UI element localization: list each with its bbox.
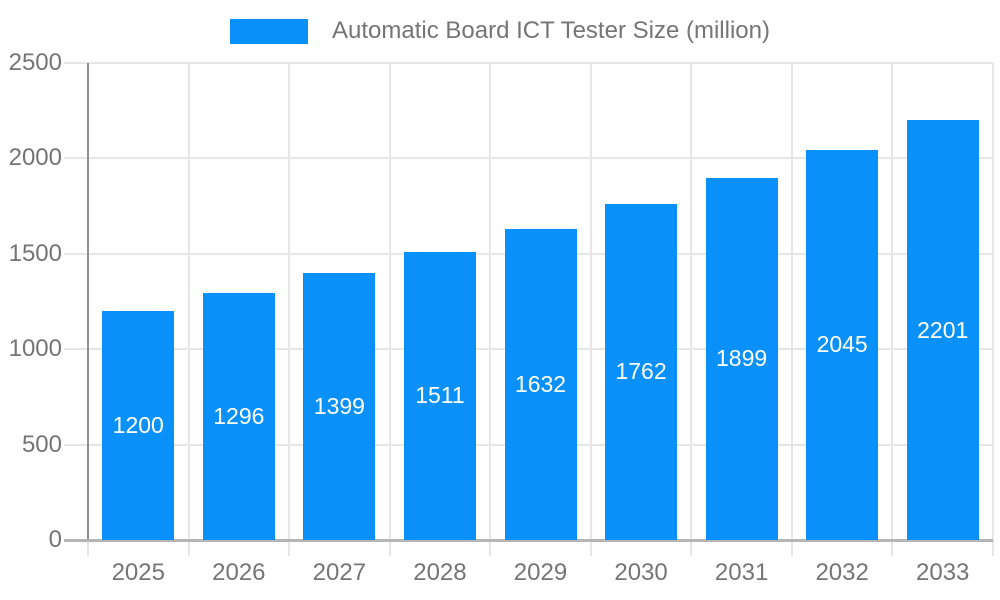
y-tick-label: 2500 [8,49,62,76]
bar-2025[interactable]: 1200 [102,311,175,540]
bar-value-label: 2201 [917,316,969,343]
gridline-v [790,63,793,556]
x-tick-label: 2025 [111,559,165,586]
gridline-h [64,62,993,64]
bar-2028[interactable]: 1511 [403,251,476,540]
gridline-v [992,63,994,556]
y-tick-label: 500 [21,430,62,458]
y-axis-line [87,63,89,540]
gridline-v [187,63,190,556]
bar-2027[interactable]: 1399 [303,273,376,540]
gridline-v [388,63,391,556]
x-tick-label: 2031 [714,559,769,586]
legend-label: Automatic Board ICT Tester Size (million… [332,17,770,44]
bar-value-label: 1762 [615,358,667,385]
gridline-v [489,63,492,556]
bar-value-label: 1296 [213,402,265,429]
x-tick-label: 2032 [815,559,869,586]
bar-2026[interactable]: 1296 [202,292,275,540]
gridline-h [64,157,993,160]
x-tick-label: 2026 [212,559,266,586]
y-tick-label: 2000 [8,144,62,172]
bar-value-label: 1632 [514,370,567,397]
x-tick-label: 2029 [513,559,568,586]
bar-2032[interactable]: 2045 [806,149,879,540]
gridline-v [288,63,291,556]
bar-2029[interactable]: 1632 [504,228,577,540]
bar-2031[interactable]: 1899 [705,177,778,540]
gridline-v [589,63,592,556]
y-tick-label: 1500 [8,239,62,267]
x-tick-label: 2028 [413,559,467,586]
x-tick-label: 2027 [312,559,367,586]
legend[interactable]: Automatic Board ICT Tester Size (million… [0,16,1000,46]
y-tick-label: 1000 [8,335,62,363]
bar-value-label: 1899 [716,345,768,372]
bar-value-label: 1511 [415,382,465,409]
x-tick-label: 2030 [614,559,668,586]
bar-2033[interactable]: 2201 [906,120,979,540]
gridline-v [690,63,693,556]
x-axis-line [64,539,993,542]
bar-value-label: 1399 [313,393,365,420]
y-tick-label: 0 [48,526,62,553]
legend-swatch [230,18,309,44]
x-tick-label: 2033 [916,559,970,586]
gridline-v [891,63,894,556]
bar-value-label: 2045 [816,331,868,358]
bar-2030[interactable]: 1762 [605,203,678,540]
bar-value-label: 1200 [112,412,164,438]
